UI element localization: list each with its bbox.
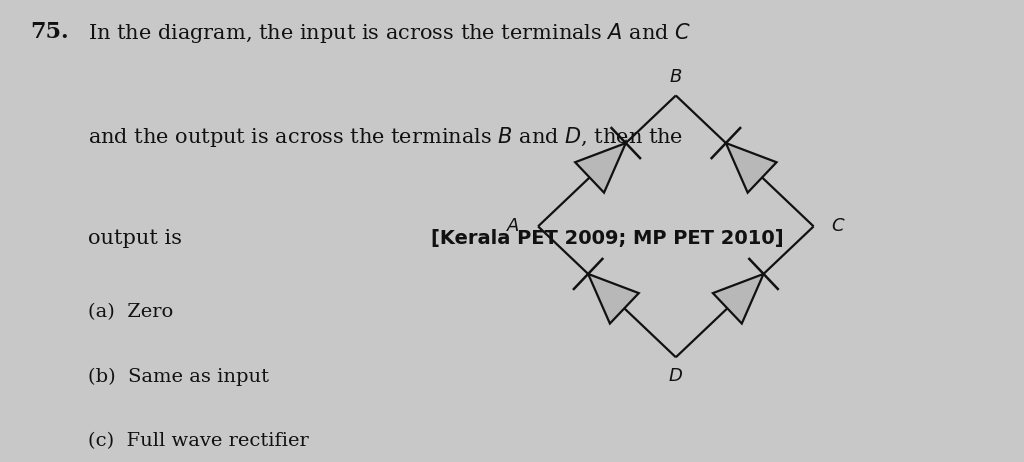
Polygon shape	[726, 143, 776, 193]
Polygon shape	[588, 274, 639, 323]
Text: [Kerala PET 2009; MP PET 2010]: [Kerala PET 2009; MP PET 2010]	[431, 229, 784, 248]
Polygon shape	[575, 143, 626, 193]
Text: $A$: $A$	[506, 218, 520, 235]
Text: and the output is across the terminals $B$ and $D$, then the: and the output is across the terminals $…	[88, 125, 684, 149]
Text: output is: output is	[88, 229, 182, 248]
Text: $B$: $B$	[670, 68, 682, 86]
Polygon shape	[713, 274, 764, 323]
Text: (c)  Full wave rectifier: (c) Full wave rectifier	[88, 432, 309, 450]
Text: 75.: 75.	[31, 21, 69, 43]
Text: In the diagram, the input is across the terminals $A$ and $C$: In the diagram, the input is across the …	[88, 21, 692, 45]
Text: (b)  Same as input: (b) Same as input	[88, 367, 269, 386]
Text: $D$: $D$	[669, 367, 683, 385]
Text: $C$: $C$	[831, 218, 846, 235]
Text: (a)  Zero: (a) Zero	[88, 303, 174, 321]
